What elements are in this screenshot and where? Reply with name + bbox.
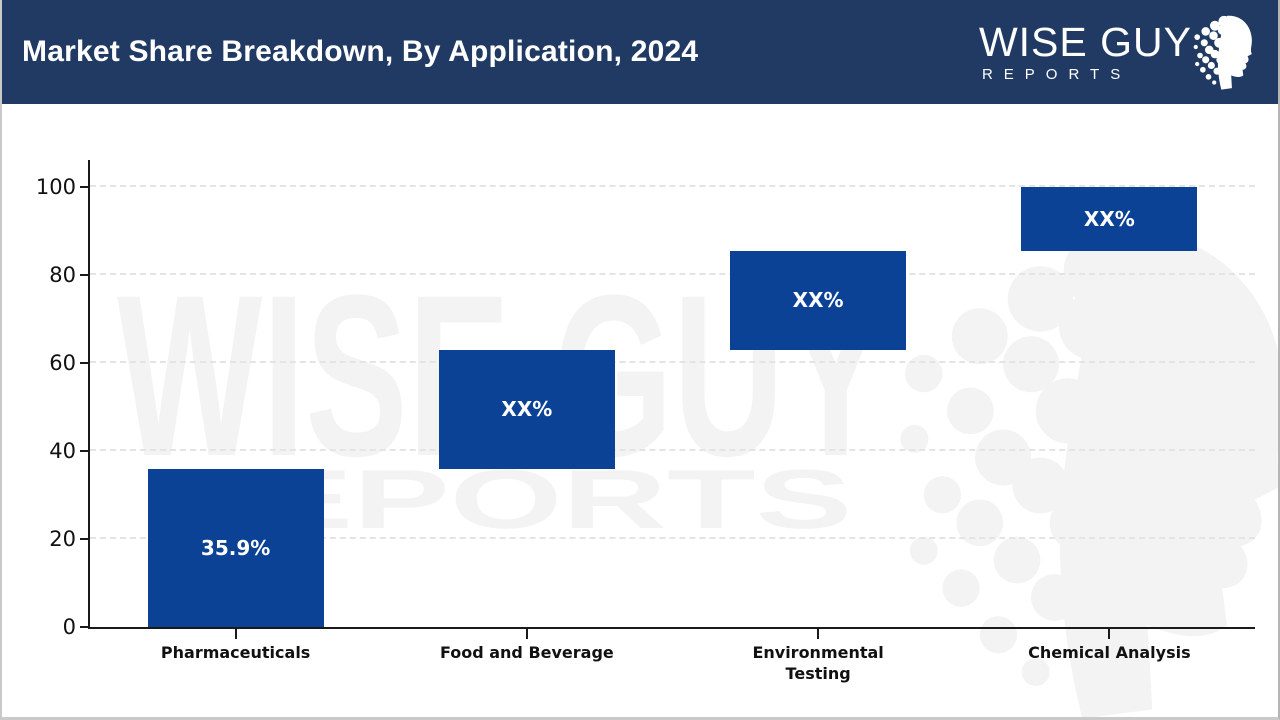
bar-segment: 35.9% (147, 469, 324, 627)
y-tick-label: 80 (49, 263, 76, 287)
y-tick-label: 20 (49, 527, 76, 551)
y-tick-label: 60 (49, 351, 76, 375)
logo-text-wiseguy: WISE GUY (978, 18, 1192, 65)
y-tick-mark (80, 450, 90, 452)
y-tick-mark (80, 274, 90, 276)
y-tick-mark (80, 626, 90, 628)
x-tick-label: Chemical Analysis (1028, 643, 1191, 662)
y-tick-label: 100 (35, 175, 76, 199)
bar-value-label: 35.9% (200, 536, 271, 560)
y-tick-label: 40 (49, 439, 76, 463)
y-gridline (90, 449, 1255, 451)
x-tick-mark (817, 629, 820, 639)
x-tick-mark (1108, 629, 1111, 639)
x-axis-line (88, 627, 1255, 629)
logo-wordmark: WISE GUY REPORTS (978, 18, 1192, 83)
x-tick-mark (525, 629, 528, 639)
x-tick-label: Food and Beverage (439, 643, 614, 662)
x-tick-mark (234, 629, 237, 639)
bar-value-label: XX% (1083, 206, 1135, 231)
bar-segment: XX% (1021, 187, 1198, 251)
y-tick-label: 0 (62, 615, 76, 639)
x-tick-label: Environmental Testing (752, 643, 884, 683)
y-gridline (90, 361, 1255, 363)
y-gridline (90, 273, 1255, 275)
header-bar: Market Share Breakdown, By Application, … (2, 0, 1278, 104)
bar-value-label: XX% (501, 397, 553, 422)
bar-value-label: XX% (792, 288, 844, 313)
logo-text-reports: REPORTS (981, 65, 1132, 83)
page-title: Market Share Breakdown, By Application, … (22, 35, 699, 68)
y-tick-mark (80, 538, 90, 540)
y-gridline (90, 185, 1255, 187)
bar-segment: XX% (438, 349, 615, 470)
y-axis-line (88, 160, 90, 629)
y-gridline (90, 537, 1255, 539)
bar-segment: XX% (730, 250, 907, 350)
y-tick-mark (80, 186, 90, 188)
y-tick-mark (80, 362, 90, 364)
x-tick-label: Pharmaceuticals (160, 643, 311, 662)
wiseguy-logo: WISE GUY REPORTS (979, 13, 1254, 91)
